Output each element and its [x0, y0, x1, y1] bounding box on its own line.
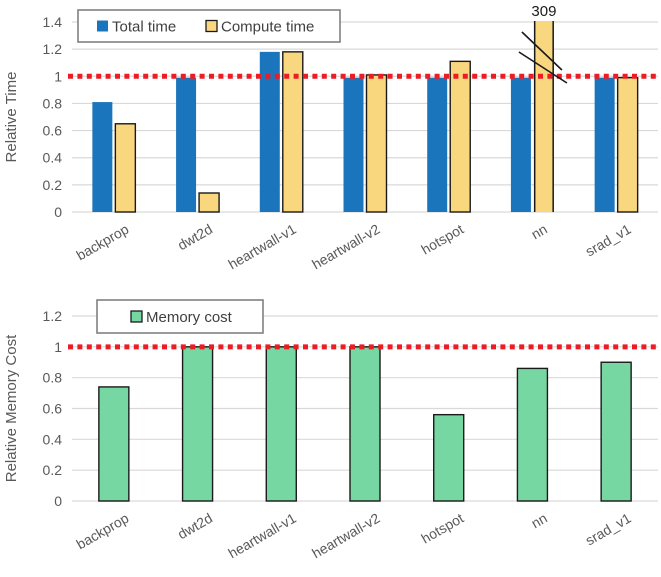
- bar-memory-cost: [349, 346, 381, 502]
- y-tick-label: 1: [54, 339, 62, 355]
- legend-swatch: [97, 20, 108, 32]
- bar-compute-time-clipped: [533, 21, 554, 212]
- axis-break-mark: [518, 51, 568, 84]
- category-label: heartwall-v1: [225, 510, 299, 562]
- category-label: nn: [528, 221, 549, 243]
- category-label: srad_v1: [583, 510, 634, 549]
- bar-compute-time: [616, 76, 639, 213]
- category-label: dwt2d: [175, 221, 215, 254]
- y-tick-label: 1.4: [43, 14, 63, 30]
- category-label: hotspot: [418, 221, 466, 258]
- category-label: srad_v1: [583, 221, 634, 260]
- category-label: nn: [528, 510, 549, 532]
- bar-total-time: [594, 77, 615, 213]
- bar-compute-time: [282, 51, 304, 213]
- y-tick-label: 0.4: [43, 150, 63, 166]
- y-axis-title: Relative Memory Cost: [3, 334, 20, 482]
- relative-memory-cost-chart: 0 0.2 0.4 0.6 0.8 1 1.2 Relative Memory Cost bac…: [3, 299, 660, 562]
- legend-box: [77, 9, 341, 43]
- bar-total-time: [259, 51, 280, 212]
- y-tick-label: 0.2: [43, 462, 63, 478]
- bar-compute-time: [198, 192, 220, 213]
- legend-label: Total time: [112, 19, 176, 36]
- bar-total-time: [510, 77, 531, 213]
- axis-break-mark: [521, 31, 563, 71]
- legend-label: Compute time: [221, 19, 314, 36]
- bar-memory-cost: [516, 367, 549, 502]
- category-label: dwt2d: [175, 510, 215, 543]
- y-axis-title: Relative Time: [3, 72, 20, 163]
- y-tick-label: 1.2: [43, 41, 63, 57]
- category-label: backprop: [73, 221, 131, 264]
- legend-swatch: [205, 19, 218, 33]
- bar-memory-cost: [181, 346, 214, 502]
- bar-compute-time: [114, 123, 137, 213]
- y-tick-label: 0.8: [43, 370, 63, 386]
- category-label: hotspot: [418, 510, 466, 547]
- y-tick-label: 0.8: [43, 95, 63, 111]
- y-tick-label: 1: [54, 68, 62, 84]
- bar-total-time: [427, 77, 448, 213]
- category-label: heartwall-v2: [309, 510, 383, 562]
- bar-memory-cost: [265, 346, 297, 502]
- bar-total-time: [176, 77, 197, 213]
- relative-time-chart: 0 0.2 0.4 0.6 0.8 1 1.2 1.4 Relative Time backpro…: [3, 3, 660, 272]
- y-tick-label: 1.2: [43, 308, 63, 324]
- y-tick-label: 0: [54, 204, 62, 220]
- legend-swatch: [130, 310, 143, 323]
- bar-annotation: 309: [531, 3, 556, 20]
- y-tick-label: 0.6: [43, 401, 63, 417]
- bar-memory-cost: [600, 361, 632, 502]
- bar-memory-cost: [98, 386, 130, 502]
- y-tick-label: 0.4: [43, 431, 63, 447]
- bar-compute-time: [449, 60, 471, 213]
- category-label: heartwall-v1: [225, 221, 299, 273]
- bar-total-time: [92, 102, 113, 212]
- legend-label: Memory cost: [146, 309, 233, 326]
- y-tick-label: 0.2: [43, 177, 63, 193]
- bar-memory-cost: [433, 413, 465, 502]
- bar-total-time: [343, 77, 364, 213]
- y-tick-label: 0.6: [43, 123, 63, 139]
- legend-box: [96, 299, 264, 334]
- category-label: backprop: [73, 510, 131, 553]
- bar-compute-time: [365, 74, 388, 213]
- y-tick-label: 0: [54, 493, 62, 509]
- category-label: heartwall-v2: [309, 221, 383, 273]
